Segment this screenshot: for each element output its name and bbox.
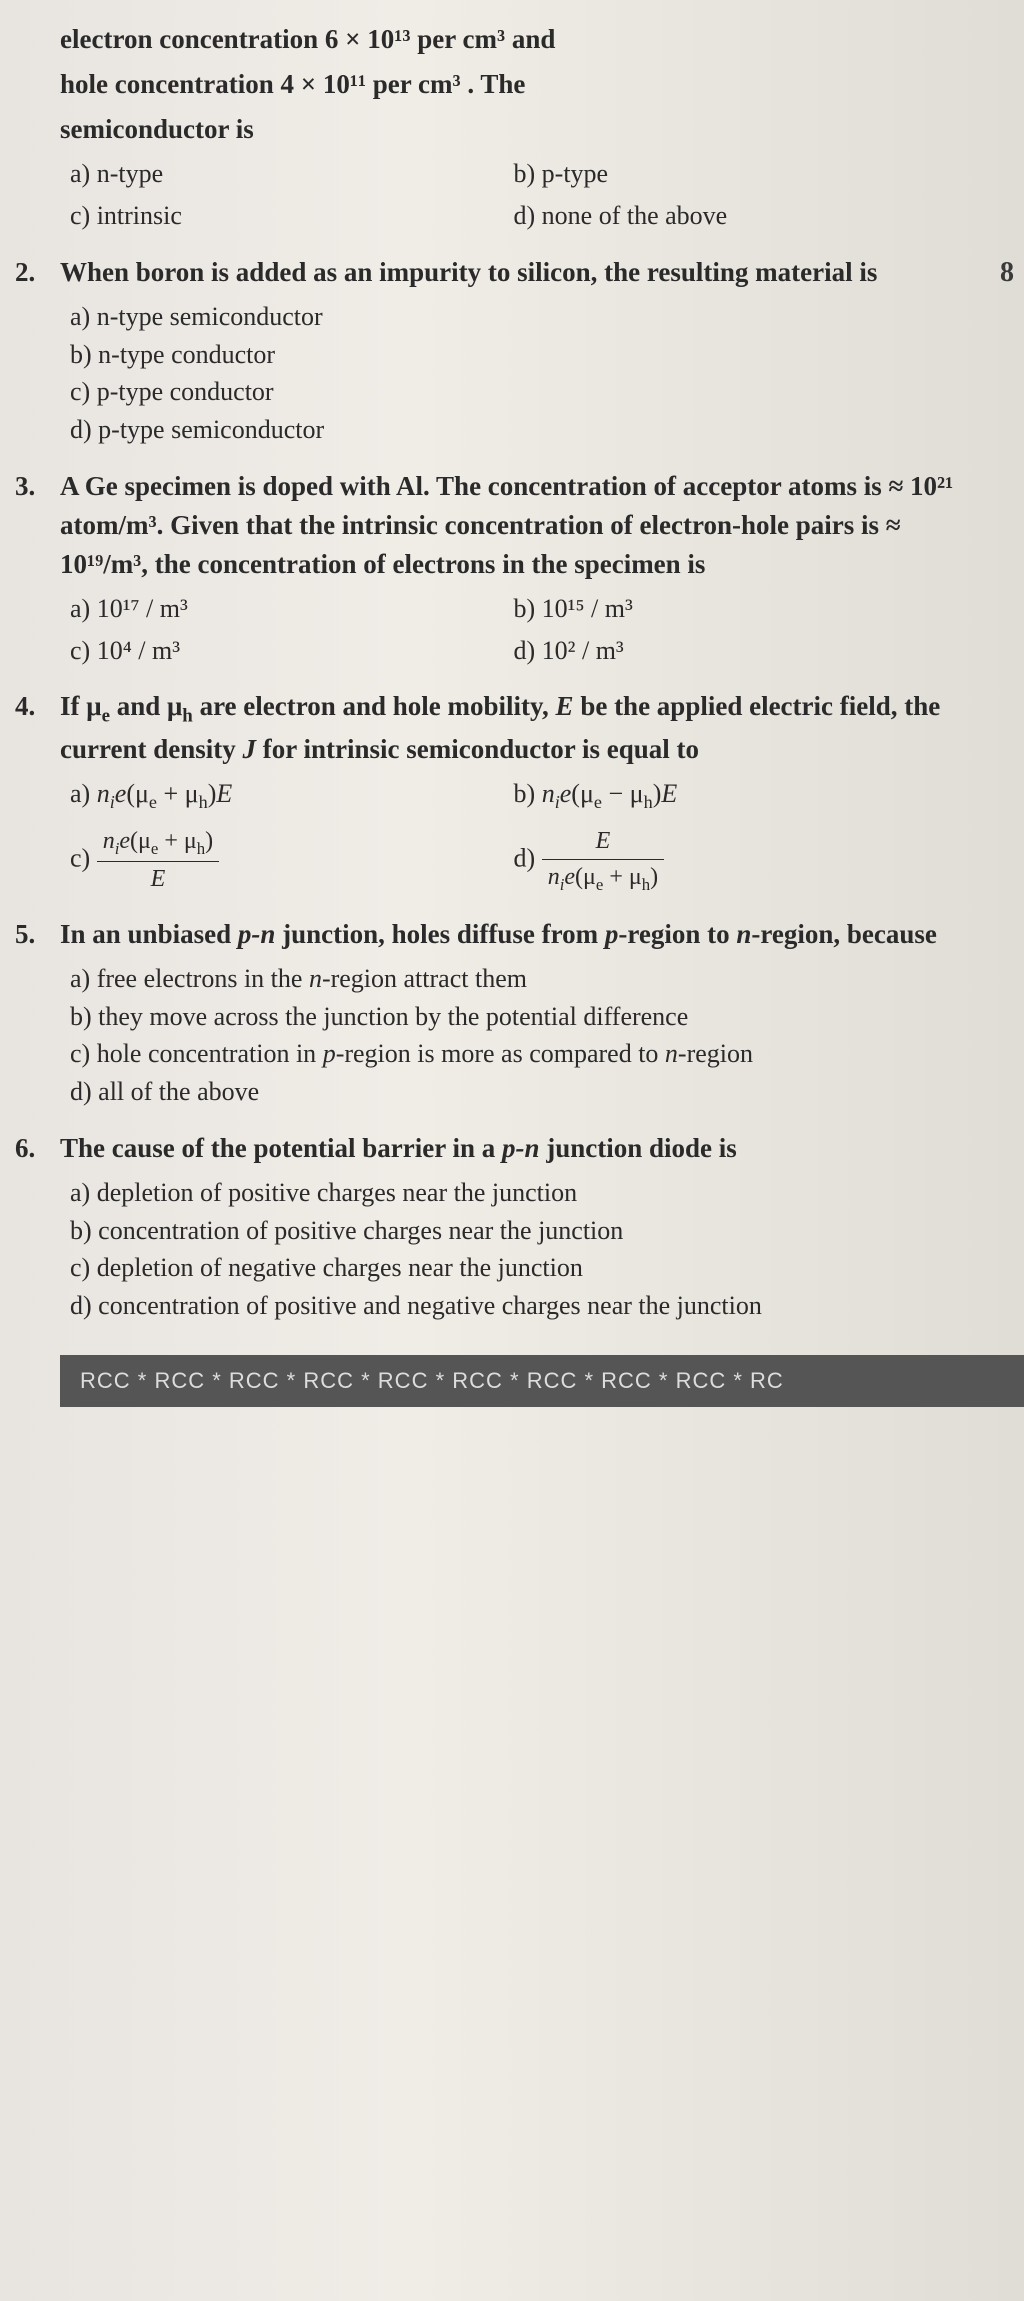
q6-opt-d: d) concentration of positive and negativ… [70, 1287, 994, 1325]
q3-opt-a: a) 10¹⁷ / m³ [70, 590, 514, 628]
q3-opt-d: d) 10² / m³ [514, 632, 958, 670]
q1-opt-b: b) p-type [514, 155, 958, 193]
q6-number: 6. [15, 1129, 35, 1168]
question-6: 6. The cause of the potential barrier in… [60, 1129, 994, 1325]
question-4: 4. If μe and μh are electron and hole mo… [60, 687, 994, 896]
q5-opt-c: c) hole concentration in p-region is mor… [70, 1035, 994, 1073]
q1-opt-a: a) n-type [70, 155, 514, 193]
q4-number: 4. [15, 687, 35, 726]
intro-line3: semiconductor is [60, 110, 994, 149]
q3-opt-b: b) 10¹⁵ / m³ [514, 590, 958, 628]
q6-opt-a: a) depletion of positive charges near th… [70, 1174, 994, 1212]
q1-opt-c: c) intrinsic [70, 197, 514, 235]
q6-opt-c: c) depletion of negative charges near th… [70, 1249, 994, 1287]
q3-opt-c: c) 10⁴ / m³ [70, 632, 514, 670]
q4-opt-a: a) nie(μe + μh)E [70, 775, 514, 816]
q5-opt-b: b) they move across the junction by the … [70, 998, 994, 1036]
q1-opt-d: d) none of the above [514, 197, 958, 235]
q2-margin: 8 [1000, 253, 1014, 294]
q2-opt-d: d) p-type semiconductor [70, 411, 994, 449]
q5-opt-a: a) free electrons in the n-region attrac… [70, 960, 994, 998]
q3-text: A Ge specimen is doped with Al. The conc… [60, 467, 994, 584]
q4-opt-c: c) nie(μe + μh)E [70, 824, 514, 897]
q2-opt-b: b) n-type conductor [70, 336, 994, 374]
q1-options: a) n-type b) p-type c) intrinsic d) none… [70, 155, 994, 234]
q6-options: a) depletion of positive charges near th… [70, 1174, 994, 1325]
question-5: 5. In an unbiased p-n junction, holes di… [60, 915, 994, 1111]
q3-number: 3. [15, 467, 35, 506]
q4-opt-d: d) Enie(μe + μh) [514, 824, 958, 897]
footer-banner: RCC * RCC * RCC * RCC * RCC * RCC * RCC … [60, 1355, 1024, 1407]
question-intro: electron concentration 6 × 10¹³ per cm³ … [60, 20, 994, 235]
q3-options: a) 10¹⁷ / m³ b) 10¹⁵ / m³ c) 10⁴ / m³ d)… [70, 590, 994, 669]
q6-opt-b: b) concentration of positive charges nea… [70, 1212, 994, 1250]
q2-opt-c: c) p-type conductor [70, 373, 994, 411]
q2-number: 2. [15, 253, 35, 292]
intro-line1: electron concentration 6 × 10¹³ per cm³ … [60, 20, 994, 59]
intro-line2: hole concentration 4 × 10¹¹ per cm³ . Th… [60, 65, 994, 104]
q5-opt-d: d) all of the above [70, 1073, 994, 1111]
q4-opt-b: b) nie(μe − μh)E [514, 775, 958, 816]
q4-text: If μe and μh are electron and hole mobil… [60, 687, 994, 769]
q5-number: 5. [15, 915, 35, 954]
q2-opt-a: a) n-type semiconductor [70, 298, 994, 336]
q2-text: When boron is added as an impurity to si… [60, 253, 994, 292]
q2-options: a) n-type semiconductor b) n-type conduc… [70, 298, 994, 449]
question-3: 3. A Ge specimen is doped with Al. The c… [60, 467, 994, 670]
q4-options: a) nie(μe + μh)E b) nie(μe − μh)E c) nie… [70, 775, 994, 897]
question-2: 2. 8 When boron is added as an impurity … [60, 253, 994, 449]
q5-text: In an unbiased p-n junction, holes diffu… [60, 915, 994, 954]
q5-options: a) free electrons in the n-region attrac… [70, 960, 994, 1111]
q6-text: The cause of the potential barrier in a … [60, 1129, 994, 1168]
